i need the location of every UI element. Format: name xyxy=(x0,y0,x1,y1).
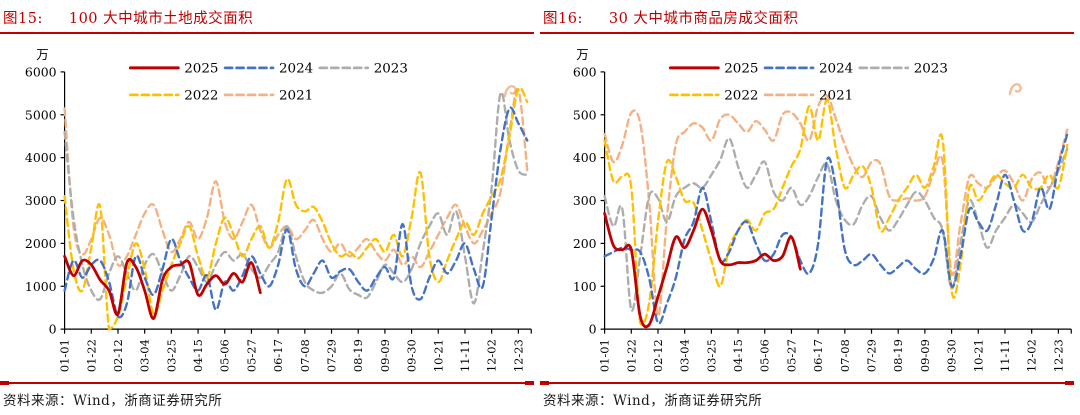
svg-text:02-12: 02-12 xyxy=(651,339,665,372)
svg-text:05-06: 05-06 xyxy=(758,339,772,372)
svg-text:07-29: 07-29 xyxy=(865,339,879,372)
svg-text:0: 0 xyxy=(49,322,57,337)
svg-text:100: 100 xyxy=(573,279,597,294)
svg-text:1000: 1000 xyxy=(25,279,57,294)
source-divider xyxy=(540,381,1074,384)
svg-text:300: 300 xyxy=(573,193,597,208)
svg-text:04-15: 04-15 xyxy=(191,339,205,372)
housing-line-chart: 0 100 200 300 400 500 600 万 01-01 01-22 02-12 03-04… xyxy=(573,47,1072,372)
figure-title: 100 大中城市土地成交面积 xyxy=(68,11,254,27)
svg-text:200: 200 xyxy=(573,236,597,251)
svg-text:6000: 6000 xyxy=(25,64,57,79)
svg-text:2024: 2024 xyxy=(819,61,853,76)
svg-text:0: 0 xyxy=(589,322,597,337)
title-divider xyxy=(0,32,534,34)
svg-text:08-19: 08-19 xyxy=(891,339,905,372)
svg-text:万: 万 xyxy=(36,47,48,62)
svg-text:10-21: 10-21 xyxy=(971,339,985,372)
svg-text:06-17: 06-17 xyxy=(811,339,825,372)
source-note: 资料来源：Wind，浙商证券研究所 xyxy=(3,393,223,409)
svg-text:11-11: 11-11 xyxy=(998,339,1012,372)
chart-title: 图15: 100 大中城市土地成交面积 xyxy=(3,7,253,28)
svg-text:01-22: 01-22 xyxy=(624,339,638,372)
svg-text:07-29: 07-29 xyxy=(325,339,339,372)
svg-text:09-30: 09-30 xyxy=(945,339,959,372)
panel-housing-transaction-chart: 图16: 30 大中城市商品房成交面积 0 100 200 300 400 500 600 万 0… xyxy=(540,0,1080,415)
figure-number: 图15: xyxy=(3,11,43,27)
svg-text:4000: 4000 xyxy=(25,150,57,165)
svg-text:2022: 2022 xyxy=(724,88,758,103)
svg-text:12-02: 12-02 xyxy=(485,339,499,372)
chart-title: 图16: 30 大中城市商品房成交面积 xyxy=(543,7,798,28)
svg-text:400: 400 xyxy=(573,150,597,165)
svg-text:2023: 2023 xyxy=(374,61,408,76)
svg-text:3000: 3000 xyxy=(25,193,57,208)
svg-text:2021: 2021 xyxy=(819,88,853,103)
svg-text:05-06: 05-06 xyxy=(218,339,232,372)
svg-text:05-27: 05-27 xyxy=(784,339,798,372)
svg-text:05-27: 05-27 xyxy=(244,339,258,372)
svg-text:03-25: 03-25 xyxy=(704,339,718,372)
svg-text:10-21: 10-21 xyxy=(431,339,445,372)
svg-text:2021: 2021 xyxy=(279,88,313,103)
svg-text:01-01: 01-01 xyxy=(598,339,612,372)
svg-text:07-08: 07-08 xyxy=(838,339,852,372)
svg-text:2025: 2025 xyxy=(724,61,758,76)
svg-text:2000: 2000 xyxy=(25,236,57,251)
svg-text:03-25: 03-25 xyxy=(164,339,178,372)
title-divider xyxy=(540,32,1074,34)
svg-text:06-17: 06-17 xyxy=(271,339,285,372)
source-note: 资料来源：Wind，浙商证券研究所 xyxy=(543,393,763,409)
svg-text:11-11: 11-11 xyxy=(458,339,472,372)
svg-text:08-19: 08-19 xyxy=(351,339,365,372)
svg-text:万: 万 xyxy=(576,47,588,62)
svg-text:500: 500 xyxy=(573,107,597,122)
svg-text:03-04: 03-04 xyxy=(138,339,152,372)
land-line-chart: 0 1000 2000 3000 4000 5000 6000 万 01-01 01-22 02-1… xyxy=(25,47,532,372)
svg-text:2023: 2023 xyxy=(914,61,948,76)
source-divider xyxy=(0,381,534,384)
svg-text:12-23: 12-23 xyxy=(511,339,525,372)
svg-text:07-08: 07-08 xyxy=(298,339,312,372)
svg-text:600: 600 xyxy=(573,64,597,79)
figure-title: 30 大中城市商品房成交面积 xyxy=(608,11,799,27)
watermark-logo-fragment xyxy=(503,85,517,98)
svg-text:02-12: 02-12 xyxy=(111,339,125,372)
svg-text:04-15: 04-15 xyxy=(731,339,745,372)
svg-text:03-04: 03-04 xyxy=(678,339,692,372)
svg-text:09-09: 09-09 xyxy=(918,339,932,372)
watermark-logo-fragment xyxy=(1008,83,1022,96)
svg-text:2022: 2022 xyxy=(184,88,218,103)
svg-text:09-09: 09-09 xyxy=(378,339,392,372)
svg-text:09-30: 09-30 xyxy=(405,339,419,372)
svg-text:5000: 5000 xyxy=(25,107,57,122)
svg-text:12-02: 12-02 xyxy=(1025,339,1039,372)
svg-text:12-23: 12-23 xyxy=(1051,339,1065,372)
svg-text:01-22: 01-22 xyxy=(84,339,98,372)
svg-text:2025: 2025 xyxy=(184,61,218,76)
svg-text:2024: 2024 xyxy=(279,61,313,76)
figure-number: 图16: xyxy=(543,11,583,27)
panel-land-transaction-chart: 图15: 100 大中城市土地成交面积 0 1000 2000 3000 4000 5000… xyxy=(0,7,534,409)
svg-text:01-01: 01-01 xyxy=(58,339,72,372)
